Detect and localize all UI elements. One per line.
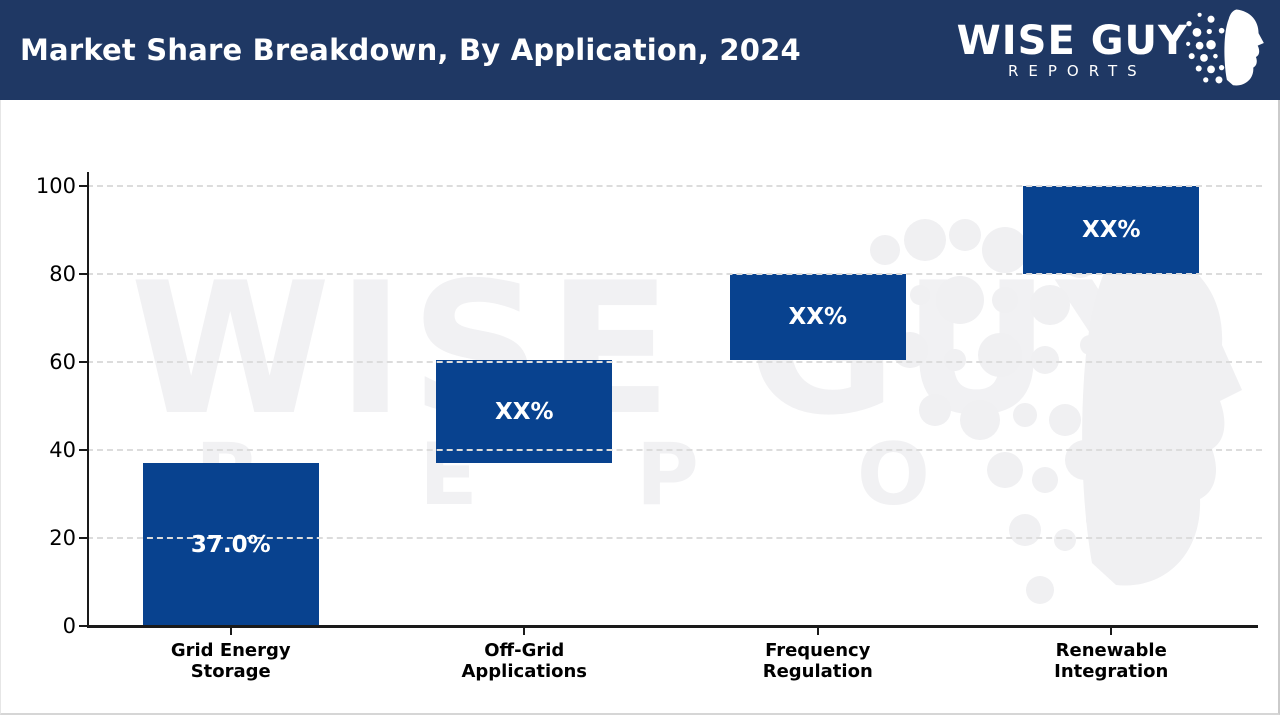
x-axis-tick (523, 627, 526, 635)
x-axis-tick (816, 627, 819, 635)
y-axis-tick (79, 273, 87, 275)
watermark-text: WISE GUY (130, 243, 1195, 455)
brand-name: WISE GUY (956, 18, 1188, 64)
x-axis-tick (1110, 627, 1113, 635)
x-tick-label: Grid Energy Storage (170, 640, 291, 683)
brand-logo-text: WISE GUY REPORTS (957, 21, 1188, 79)
x-axis-line (87, 625, 1258, 628)
y-tick-label: 40 (49, 438, 76, 462)
x-tick-label: Off-Grid Applications (461, 640, 588, 683)
y-tick-label: 60 (49, 350, 76, 374)
y-axis-tick (79, 361, 87, 363)
watermark-text-reports: R E P O R T S (195, 425, 1280, 525)
x-tick-label: Frequency Regulation (762, 640, 873, 683)
bar-value-label: XX% (494, 398, 554, 425)
y-axis-tick (79, 449, 87, 451)
x-tick-label: Renewable Integration (1054, 640, 1169, 683)
brand-subtitle: REPORTS (1007, 62, 1147, 80)
header-bar: Market Share Breakdown, By Application, … (0, 0, 1280, 100)
y-tick-label: 100 (35, 174, 76, 198)
bar-off-grid-applications (436, 359, 613, 464)
gridline (87, 185, 1262, 187)
y-axis-line (87, 172, 89, 628)
y-axis-tick (79, 185, 87, 187)
brand-logo: WISE GUY REPORTS (957, 6, 1270, 94)
gridline (87, 361, 1262, 363)
y-axis-tick (79, 537, 87, 539)
gridline (87, 449, 1262, 451)
bar-value-label: 37.0% (190, 531, 271, 558)
gridline (87, 537, 1262, 539)
y-tick-label: 20 (49, 526, 76, 550)
bar-value-label: XX% (788, 303, 848, 330)
y-tick-label: 0 (62, 614, 76, 638)
face-profile-dots-icon (1186, 9, 1264, 86)
bar-value-label: XX% (1081, 217, 1141, 243)
bar-frequency-regulation (729, 274, 906, 360)
gridline (87, 273, 1262, 275)
bar-grid-energy-storage (142, 463, 319, 626)
x-axis-tick (229, 627, 232, 635)
y-tick-label: 80 (49, 262, 76, 286)
page-title: Market Share Breakdown, By Application, … (20, 33, 801, 67)
y-axis-tick (79, 625, 87, 627)
